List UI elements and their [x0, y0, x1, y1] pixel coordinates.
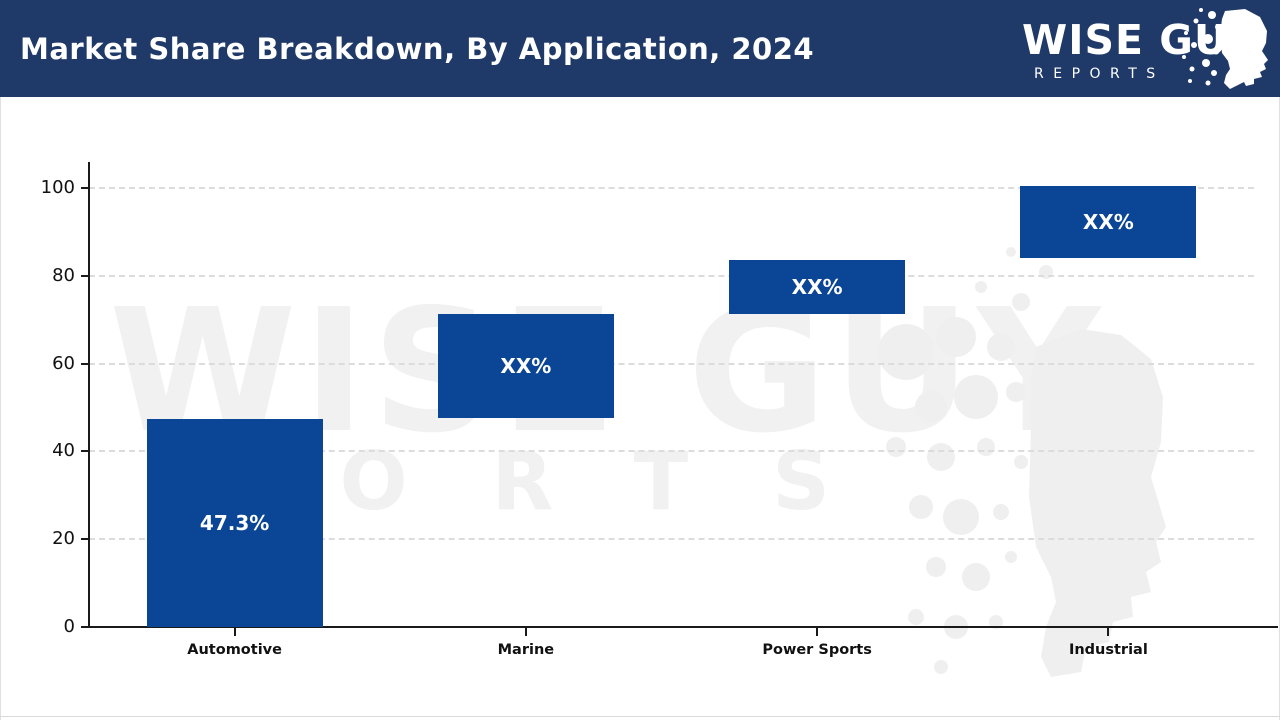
x-tick-industrial [1107, 628, 1110, 636]
logo-face-icon [1182, 8, 1268, 89]
y-tick-0 [81, 626, 89, 628]
y-axis-spine [88, 162, 90, 628]
y-tick-80 [81, 274, 89, 277]
gridline-60 [89, 362, 1254, 365]
x-category-label-marine: Marine [497, 642, 555, 658]
x-category-label-automotive: Automotive [187, 642, 282, 658]
y-tick-label-80: 80 [52, 264, 75, 286]
y-tick-label-100: 100 [40, 177, 75, 198]
wiseguy-logo: WISE GUY REPORTS [1022, 8, 1268, 89]
watermark-face-icon [878, 247, 1166, 677]
logo-wordmark: WISE GUY [1022, 16, 1259, 64]
y-tick-20 [81, 538, 89, 541]
bar-value-label-industrial: XX% [1082, 210, 1134, 235]
bar-value-label-automotive: 47.3% [199, 511, 270, 536]
y-tick-60 [81, 362, 89, 365]
logo-subtitle: REPORTS [1034, 66, 1165, 82]
header-bar: Market Share Breakdown, By Application, … [0, 0, 1280, 97]
bar-industrial [1020, 185, 1197, 259]
gridline-100 [89, 187, 1254, 189]
x-category-label-power-sports: Power Sports [762, 642, 872, 658]
x-axis-line [88, 626, 1278, 628]
x-category-label-industrial: Industrial [1068, 642, 1148, 658]
bar-marine [437, 313, 614, 419]
x-tick-power-sports [816, 628, 819, 636]
bar-value-label-power-sports: XX% [791, 274, 843, 299]
bar-power-sports [729, 259, 906, 314]
y-tick-100 [81, 187, 89, 189]
bottom-divider [0, 716, 1280, 717]
bar-automotive [146, 419, 323, 627]
gridline-20 [89, 538, 1254, 541]
x-tick-marine [524, 628, 527, 636]
gridline-40 [89, 450, 1254, 453]
y-tick-label-0: 0 [63, 616, 75, 637]
chart-canvas: WISE GUY PORTS 02040608010047.3%Automoti… [0, 97, 1280, 720]
y-tick-label-60: 60 [52, 352, 75, 374]
bar-value-label-marine: XX% [500, 354, 552, 378]
y-tick-label-20: 20 [52, 528, 75, 550]
y-tick-40 [81, 450, 89, 453]
y-tick-label-40: 40 [52, 440, 75, 462]
gridline-80 [89, 274, 1254, 277]
x-tick-automotive [233, 628, 236, 636]
page-title: Market Share Breakdown, By Application, … [20, 31, 815, 66]
